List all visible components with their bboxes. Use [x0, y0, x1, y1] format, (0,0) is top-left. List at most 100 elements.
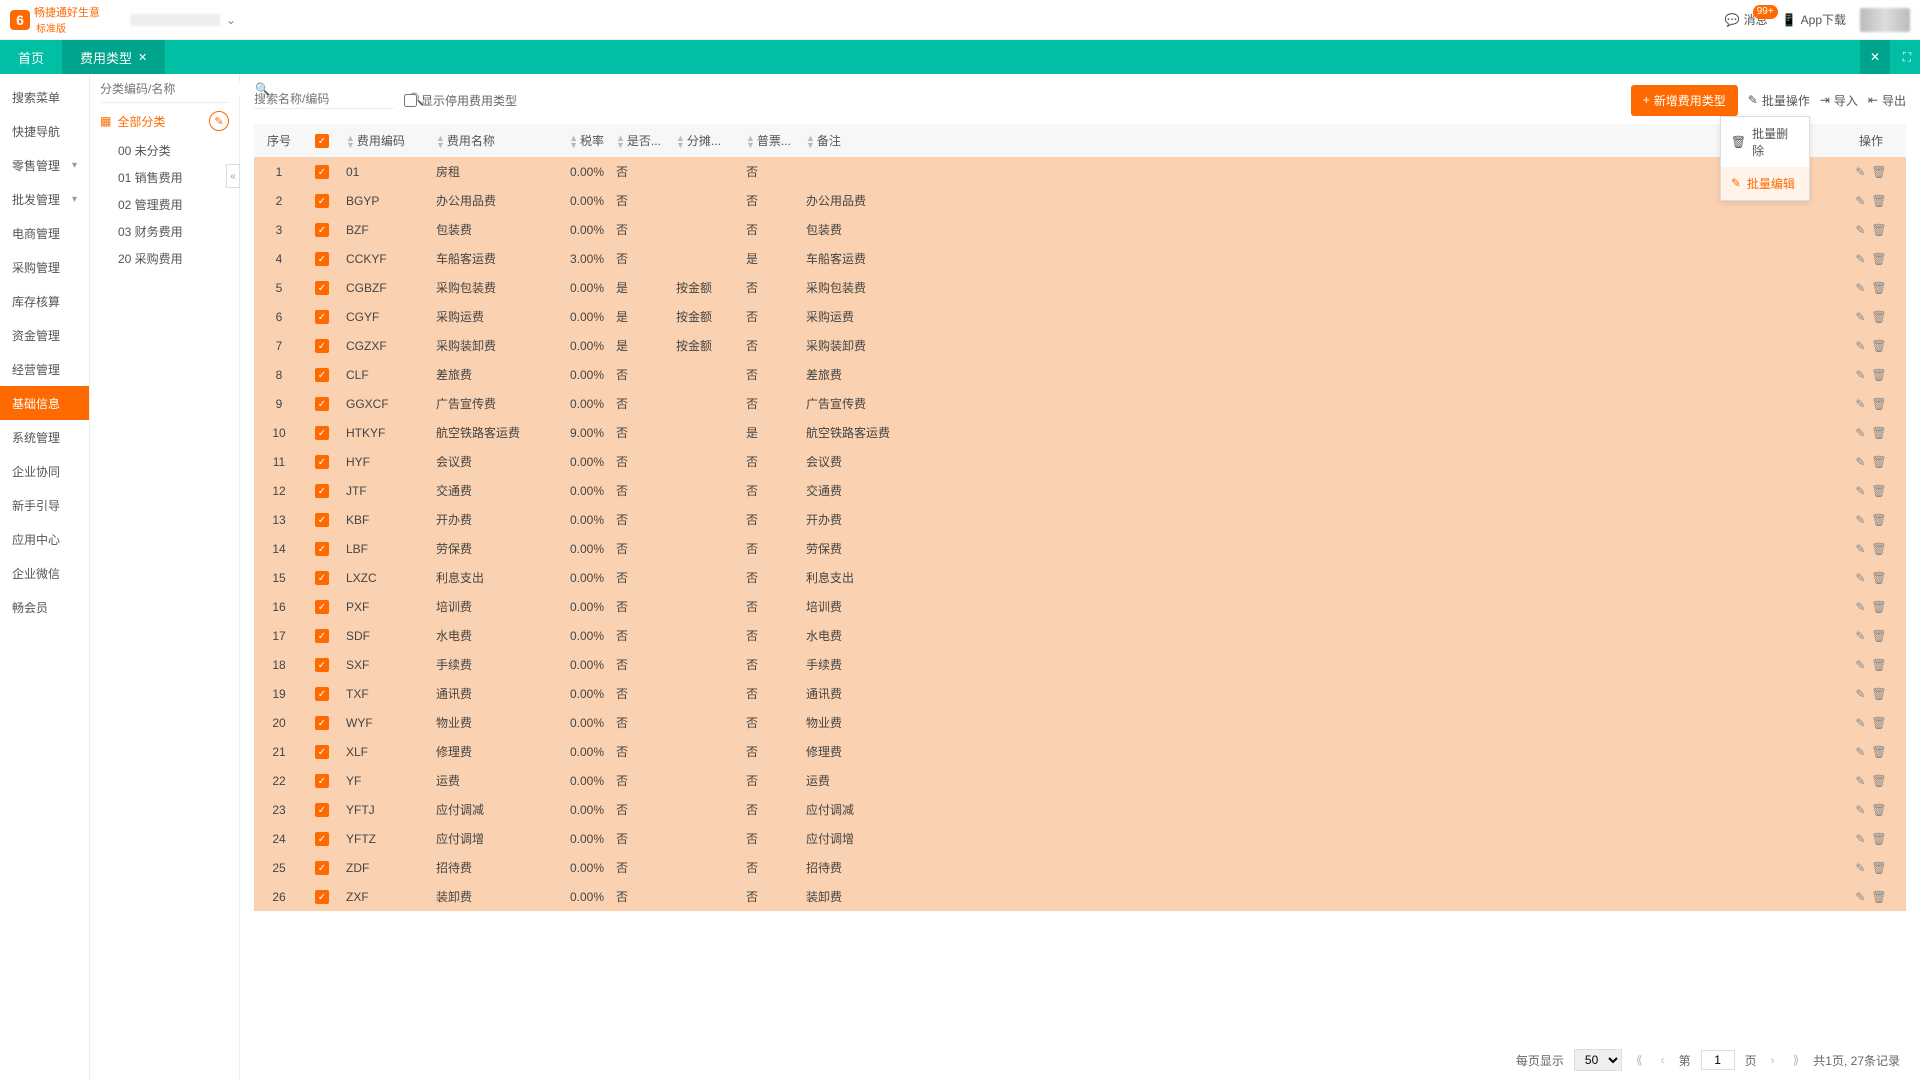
row-edit-icon[interactable]: ✎ — [1855, 600, 1865, 614]
row-edit-icon[interactable]: ✎ — [1855, 310, 1865, 324]
row-edit-icon[interactable]: ✎ — [1855, 716, 1865, 730]
pager-next-icon[interactable]: › — [1767, 1053, 1779, 1067]
cell-checkbox[interactable]: ✓ — [304, 418, 340, 447]
row-delete-icon[interactable]: 🗑 — [1871, 716, 1886, 730]
cell-checkbox[interactable]: ✓ — [304, 215, 340, 244]
category-item[interactable]: 03 财务费用 — [100, 218, 229, 245]
cell-checkbox[interactable]: ✓ — [304, 563, 340, 592]
fullscreen-button[interactable]: ⛶ — [1894, 40, 1920, 74]
batch-ops-button[interactable]: ✎ 批量操作 🗑 批量删除 ✎ 批量编辑 — [1748, 92, 1810, 109]
row-delete-icon[interactable]: 🗑 — [1871, 803, 1886, 817]
row-checkbox-icon[interactable]: ✓ — [315, 658, 329, 672]
cell-checkbox[interactable]: ✓ — [304, 621, 340, 650]
row-checkbox-icon[interactable]: ✓ — [315, 194, 329, 208]
table-row[interactable]: 23✓YFTJ应付调减0.00%否否应付调减✎🗑 — [254, 795, 1906, 824]
table-row[interactable]: 12✓JTF交通费0.00%否否交通费✎🗑 — [254, 476, 1906, 505]
row-checkbox-icon[interactable]: ✓ — [315, 774, 329, 788]
table-row[interactable]: 5✓CGBZF采购包装费0.00%是按金额否采购包装费✎🗑 — [254, 273, 1906, 302]
row-delete-icon[interactable]: 🗑 — [1871, 252, 1886, 266]
user-avatar[interactable] — [1860, 8, 1910, 32]
row-checkbox-icon[interactable]: ✓ — [315, 832, 329, 846]
sidenav-item[interactable]: 采购管理 — [0, 250, 89, 284]
row-checkbox-icon[interactable]: ✓ — [315, 339, 329, 353]
table-row[interactable]: 21✓XLF修理费0.00%否否修理费✎🗑 — [254, 737, 1906, 766]
table-row[interactable]: 13✓KBF开办费0.00%否否开办费✎🗑 — [254, 505, 1906, 534]
table-row[interactable]: 7✓CGZXF采购装卸费0.00%是按金额否采购装卸费✎🗑 — [254, 331, 1906, 360]
table-row[interactable]: 14✓LBF劳保费0.00%否否劳保费✎🗑 — [254, 534, 1906, 563]
cell-checkbox[interactable]: ✓ — [304, 331, 340, 360]
cell-checkbox[interactable]: ✓ — [304, 360, 340, 389]
row-edit-icon[interactable]: ✎ — [1855, 368, 1865, 382]
table-row[interactable]: 17✓SDF水电费0.00%否否水电费✎🗑 — [254, 621, 1906, 650]
table-row[interactable]: 20✓WYF物业费0.00%否否物业费✎🗑 — [254, 708, 1906, 737]
sidenav-item[interactable]: 库存核算 — [0, 284, 89, 318]
col-flag[interactable]: ▲▼是否... — [610, 124, 670, 157]
col-pu[interactable]: ▲▼普票... — [740, 124, 800, 157]
cell-checkbox[interactable]: ✓ — [304, 273, 340, 302]
import-button[interactable]: ⇥ 导入 — [1820, 92, 1858, 109]
sidenav-item[interactable]: 零售管理▾ — [0, 148, 89, 182]
per-page-select[interactable]: 50 — [1574, 1049, 1622, 1071]
row-checkbox-icon[interactable]: ✓ — [315, 310, 329, 324]
row-edit-icon[interactable]: ✎ — [1855, 774, 1865, 788]
table-row[interactable]: 24✓YFTZ应付调增0.00%否否应付调增✎🗑 — [254, 824, 1906, 853]
cell-checkbox[interactable]: ✓ — [304, 476, 340, 505]
sidenav-item[interactable]: 快捷导航 — [0, 114, 89, 148]
row-delete-icon[interactable]: 🗑 — [1871, 890, 1886, 904]
page-input[interactable] — [1701, 1050, 1735, 1070]
row-delete-icon[interactable]: 🗑 — [1871, 484, 1886, 498]
row-edit-icon[interactable]: ✎ — [1855, 803, 1865, 817]
row-checkbox-icon[interactable]: ✓ — [315, 629, 329, 643]
row-checkbox-icon[interactable]: ✓ — [315, 513, 329, 527]
row-edit-icon[interactable]: ✎ — [1855, 629, 1865, 643]
row-checkbox-icon[interactable]: ✓ — [315, 368, 329, 382]
col-idx[interactable]: 序号 — [254, 124, 304, 157]
table-row[interactable]: 18✓SXF手续费0.00%否否手续费✎🗑 — [254, 650, 1906, 679]
pager-prev-icon[interactable]: ‹ — [1657, 1053, 1669, 1067]
sidenav-item[interactable]: 基础信息 — [0, 386, 89, 420]
cell-checkbox[interactable]: ✓ — [304, 853, 340, 882]
tab-home[interactable]: 首页 — [0, 40, 62, 74]
cell-checkbox[interactable]: ✓ — [304, 186, 340, 215]
row-checkbox-icon[interactable]: ✓ — [315, 803, 329, 817]
col-remark[interactable]: ▲▼备注 — [800, 124, 1836, 157]
cell-checkbox[interactable]: ✓ — [304, 679, 340, 708]
cell-checkbox[interactable]: ✓ — [304, 737, 340, 766]
col-name[interactable]: ▲▼费用名称 — [430, 124, 550, 157]
row-checkbox-icon[interactable]: ✓ — [315, 281, 329, 295]
cell-checkbox[interactable]: ✓ — [304, 824, 340, 853]
cell-checkbox[interactable]: ✓ — [304, 708, 340, 737]
sidenav-item[interactable]: 系统管理 — [0, 420, 89, 454]
cell-checkbox[interactable]: ✓ — [304, 244, 340, 273]
row-delete-icon[interactable]: 🗑 — [1871, 658, 1886, 672]
row-delete-icon[interactable]: 🗑 — [1871, 426, 1886, 440]
tab-fee-type[interactable]: 费用类型 ✕ — [62, 40, 165, 74]
table-row[interactable]: 25✓ZDF招待费0.00%否否招待费✎🗑 — [254, 853, 1906, 882]
table-search-input[interactable] — [254, 92, 409, 106]
row-delete-icon[interactable]: 🗑 — [1871, 223, 1886, 237]
row-edit-icon[interactable]: ✎ — [1855, 426, 1865, 440]
sidenav-item[interactable]: 应用中心 — [0, 522, 89, 556]
row-edit-icon[interactable]: ✎ — [1855, 165, 1865, 179]
cell-checkbox[interactable]: ✓ — [304, 795, 340, 824]
row-checkbox-icon[interactable]: ✓ — [315, 397, 329, 411]
pager-last-icon[interactable]: ⟫ — [1789, 1053, 1804, 1067]
table-row[interactable]: 19✓TXF通讯费0.00%否否通讯费✎🗑 — [254, 679, 1906, 708]
row-checkbox-icon[interactable]: ✓ — [315, 861, 329, 875]
row-edit-icon[interactable]: ✎ — [1855, 687, 1865, 701]
table-row[interactable]: 15✓LXZC利息支出0.00%否否利息支出✎🗑 — [254, 563, 1906, 592]
header-checkbox-icon[interactable]: ✓ — [315, 134, 329, 148]
category-item[interactable]: 00 未分类 — [100, 137, 229, 164]
table-row[interactable]: 22✓YF运费0.00%否否运费✎🗑 — [254, 766, 1906, 795]
sidenav-item[interactable]: 批发管理▾ — [0, 182, 89, 216]
sidenav-item[interactable]: 经营管理 — [0, 352, 89, 386]
row-checkbox-icon[interactable]: ✓ — [315, 165, 329, 179]
category-item[interactable]: 20 采购费用 — [100, 245, 229, 272]
batch-delete-item[interactable]: 🗑 批量删除 — [1721, 117, 1809, 167]
cell-checkbox[interactable]: ✓ — [304, 157, 340, 186]
cell-checkbox[interactable]: ✓ — [304, 592, 340, 621]
row-checkbox-icon[interactable]: ✓ — [315, 890, 329, 904]
row-edit-icon[interactable]: ✎ — [1855, 339, 1865, 353]
cell-checkbox[interactable]: ✓ — [304, 505, 340, 534]
row-delete-icon[interactable]: 🗑 — [1871, 861, 1886, 875]
